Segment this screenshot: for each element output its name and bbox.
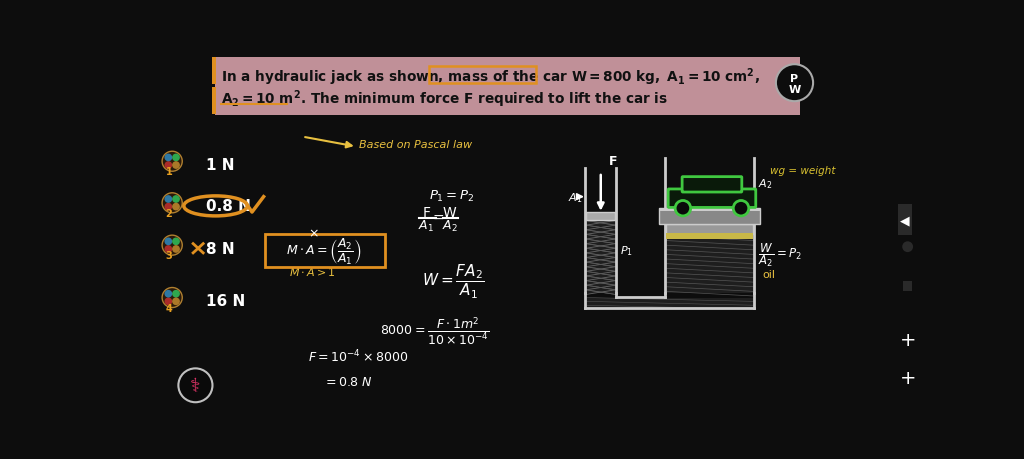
Circle shape (172, 290, 180, 298)
Circle shape (902, 242, 913, 252)
Text: 16 N: 16 N (206, 293, 245, 308)
Text: $A_2$: $A_2$ (441, 218, 458, 233)
Text: ◀: ◀ (900, 214, 909, 227)
Text: ⚕: ⚕ (190, 376, 201, 395)
Text: ×: × (309, 227, 319, 240)
Bar (903, 282, 912, 291)
Text: W: W (442, 206, 457, 219)
Text: 1: 1 (166, 167, 172, 177)
Text: 2: 2 (166, 208, 172, 218)
Text: $A_1$: $A_1$ (568, 190, 583, 204)
Bar (215, 58, 800, 116)
Text: $= 0.8\ N$: $= 0.8\ N$ (324, 375, 373, 388)
Text: $W = \dfrac{FA_2}{A_1}$: $W = \dfrac{FA_2}{A_1}$ (423, 263, 484, 301)
Text: 4: 4 (166, 303, 172, 313)
Text: $P_1 = P_2$: $P_1 = P_2$ (429, 188, 474, 203)
Text: $M \cdot A = \left(\dfrac{A_2}{A_1}\right)$: $M \cdot A = \left(\dfrac{A_2}{A_1}\righ… (287, 236, 361, 266)
Bar (666, 233, 754, 240)
Circle shape (162, 288, 182, 308)
Text: $P_1$: $P_1$ (621, 244, 633, 258)
Text: $\dfrac{W}{A_2} = P_2$: $\dfrac{W}{A_2} = P_2$ (758, 241, 802, 269)
Circle shape (162, 235, 182, 256)
Text: In a hydraulic jack as shown, mass of the car $\mathbf{W = 800\ kg,\ A_1 = 10\ c: In a hydraulic jack as shown, mass of th… (221, 66, 760, 87)
Text: F: F (608, 155, 617, 168)
Bar (666, 232, 754, 293)
Circle shape (165, 203, 172, 211)
Bar (586, 213, 615, 220)
Bar (212, 88, 216, 115)
Text: $\mathbf{A_2 = 10\ m^2}$. The minimum force F required to lift the car is: $\mathbf{A_2 = 10\ m^2}$. The minimum fo… (221, 88, 668, 110)
Text: 8 N: 8 N (206, 241, 234, 256)
Text: +: + (899, 330, 915, 349)
Text: wg = weight: wg = weight (770, 165, 836, 175)
Circle shape (172, 154, 180, 162)
Bar (658, 209, 761, 224)
Circle shape (165, 246, 172, 253)
FancyBboxPatch shape (898, 205, 911, 235)
Circle shape (172, 196, 180, 203)
Text: 0.8 N: 0.8 N (206, 199, 251, 214)
Circle shape (165, 154, 172, 162)
Circle shape (675, 201, 690, 217)
Text: +: + (899, 368, 915, 387)
Circle shape (172, 238, 180, 246)
Text: F: F (422, 206, 430, 219)
Text: $M \cdot A > 1$: $M \cdot A > 1$ (289, 266, 336, 278)
Circle shape (165, 196, 172, 203)
Circle shape (172, 298, 180, 306)
Text: 3: 3 (166, 251, 172, 261)
Text: $A_2$: $A_2$ (758, 177, 772, 191)
Circle shape (165, 162, 172, 169)
Circle shape (172, 162, 180, 169)
Text: P: P (791, 74, 799, 84)
Circle shape (162, 193, 182, 213)
Bar (212, 58, 216, 85)
Circle shape (172, 246, 180, 253)
Text: $A_1$: $A_1$ (419, 218, 434, 233)
FancyBboxPatch shape (682, 177, 741, 193)
Circle shape (165, 238, 172, 246)
Text: $F = 10^{-4} \times 8000$: $F = 10^{-4} \times 8000$ (308, 348, 408, 364)
Bar (586, 298, 755, 308)
Circle shape (162, 152, 182, 172)
Circle shape (165, 298, 172, 306)
Text: oil: oil (762, 269, 775, 279)
Circle shape (776, 65, 813, 102)
Circle shape (178, 369, 212, 403)
Text: $8000 = \dfrac{F \cdot 1m^2}{10 \times 10^{-4}}$: $8000 = \dfrac{F \cdot 1m^2}{10 \times 1… (380, 314, 489, 346)
Circle shape (165, 290, 172, 298)
Circle shape (733, 201, 749, 217)
Text: W: W (788, 84, 801, 95)
Bar (586, 217, 615, 293)
Bar (666, 224, 754, 235)
Text: 1 N: 1 N (206, 157, 234, 173)
Text: Based on Pascal law: Based on Pascal law (359, 140, 472, 150)
FancyBboxPatch shape (669, 190, 756, 208)
Bar (658, 209, 761, 212)
Text: =: = (433, 212, 444, 226)
Circle shape (172, 203, 180, 211)
